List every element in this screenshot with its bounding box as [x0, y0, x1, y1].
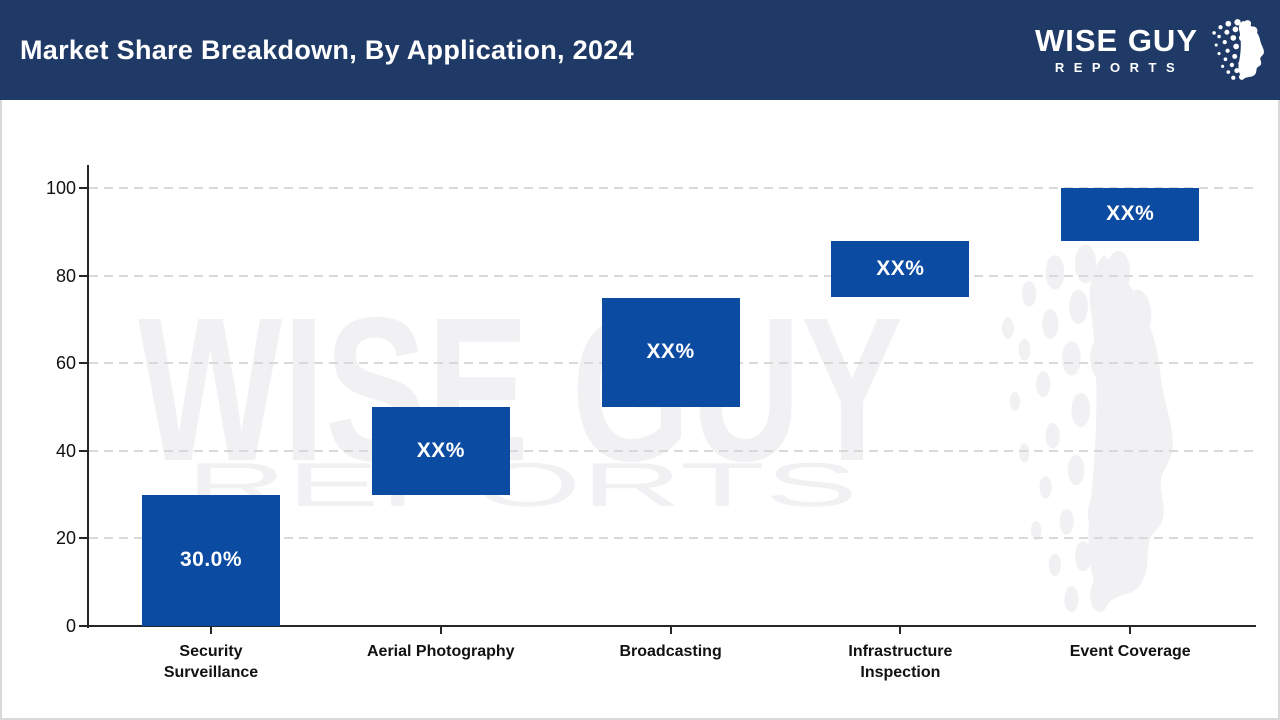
y-tick-60: [79, 362, 87, 365]
y-axis-spine: [87, 165, 89, 628]
watermark-reports: REPORTS: [186, 451, 858, 520]
category-label-line: Security: [179, 643, 243, 660]
y-tick-label-100: 100: [45, 178, 76, 198]
y-tick-0: [79, 625, 87, 627]
category-label-line: Broadcasting: [619, 643, 722, 660]
y-tick-40: [79, 449, 87, 452]
y-gridline-80: [89, 274, 1256, 277]
category-label-line: Event Coverage: [1069, 643, 1191, 660]
bar-value-label: XX%: [646, 340, 695, 364]
watermark-head-icon: [1002, 244, 1173, 613]
bar-infrastructure-inspection: XX%: [831, 240, 970, 298]
watermark-wordmark: WISE GUY: [138, 275, 903, 504]
x-tick-security-surveillance: [210, 627, 212, 634]
brand-subname: REPORTS: [1054, 60, 1185, 75]
y-tick-80: [79, 274, 87, 277]
brand-name: WISE GUY: [1034, 23, 1198, 58]
category-label-line: Infrastructure: [848, 643, 953, 660]
y-gridline-20: [89, 537, 1256, 540]
bar-value-label: XX%: [416, 438, 465, 462]
category-label-event-coverage: Event Coverage: [1015, 641, 1245, 662]
page-title: Market Share Breakdown, By Application, …: [20, 35, 634, 65]
dotted-head-profile-icon: [1212, 19, 1264, 80]
y-tick-label-80: 80: [55, 265, 76, 286]
y-gridline-40: [89, 449, 1256, 452]
brand-logo: WISE GUY REPORTS: [1035, 7, 1266, 93]
canvas-border-left: [0, 100, 2, 720]
y-tick-20: [79, 537, 87, 540]
x-tick-infrastructure-inspection: [899, 627, 902, 634]
x-tick-aerial-photography: [439, 627, 442, 634]
bar-security-surveillance: 30.0%: [142, 494, 280, 626]
y-tick-label-0: 0: [65, 616, 76, 636]
bar-broadcasting: XX%: [601, 297, 740, 407]
bar-event-coverage: XX%: [1061, 188, 1200, 241]
y-gridline-100: [89, 187, 1256, 189]
y-tick-100: [79, 187, 87, 189]
category-label-line: Inspection: [860, 664, 941, 681]
bar-value-label: XX%: [1106, 202, 1155, 226]
bar-value-label: XX%: [876, 257, 925, 281]
category-label-line: Surveillance: [163, 664, 259, 681]
x-tick-broadcasting: [669, 627, 672, 634]
canvas-border-right: [1278, 100, 1280, 720]
category-label-broadcasting: Broadcasting: [556, 641, 786, 662]
y-tick-label-60: 60: [55, 353, 76, 374]
canvas-border-bottom: [0, 718, 1280, 720]
category-label-infrastructure-inspection: Infrastructure Inspection: [785, 641, 1015, 683]
bar-aerial-photography: XX%: [371, 407, 510, 495]
category-label-line: Aerial Photography: [367, 643, 515, 660]
x-tick-event-coverage: [1129, 627, 1132, 634]
category-label-aerial-photography: Aerial Photography: [326, 641, 556, 662]
y-tick-label-40: 40: [55, 440, 76, 461]
x-axis-spine: [87, 625, 1256, 627]
header-bar: Market Share Breakdown, By Application, …: [0, 0, 1280, 100]
bar-value-label: 30.0%: [179, 548, 243, 572]
y-tick-label-20: 20: [55, 528, 76, 549]
category-label-security-surveillance: Security Surveillance: [96, 641, 326, 683]
